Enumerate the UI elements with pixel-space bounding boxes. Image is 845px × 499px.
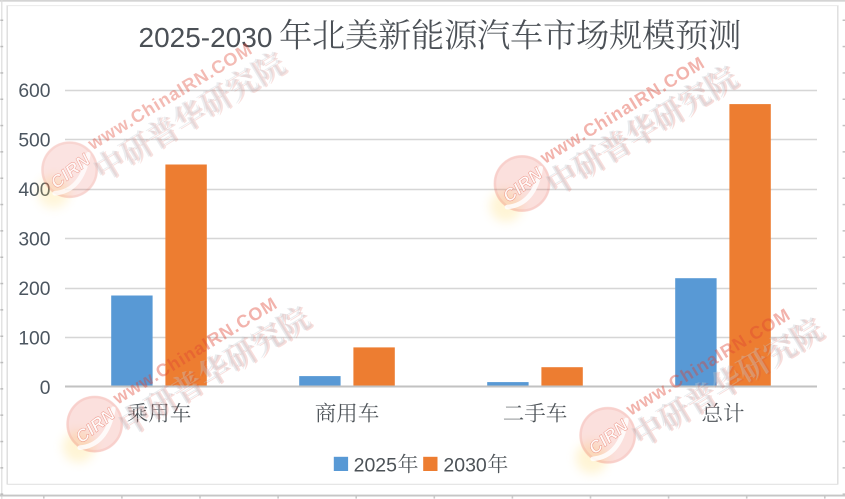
svg-text:100: 100	[18, 328, 50, 349]
svg-text:2025-2030: 2025-2030	[139, 22, 273, 53]
svg-text:2030: 2030	[443, 455, 487, 477]
svg-text:600: 600	[18, 81, 50, 102]
svg-text:300: 300	[18, 230, 50, 251]
svg-text:500: 500	[18, 131, 50, 152]
svg-text:200: 200	[18, 279, 50, 300]
svg-text:2025: 2025	[354, 455, 398, 477]
svg-text:0: 0	[40, 378, 51, 399]
